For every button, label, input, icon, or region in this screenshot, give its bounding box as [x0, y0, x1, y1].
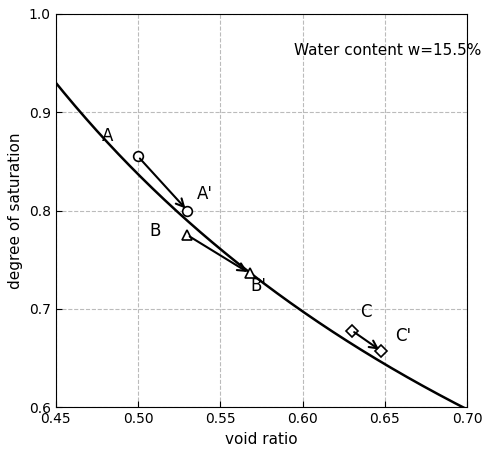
Text: B: B: [150, 222, 161, 240]
Text: C': C': [394, 327, 411, 345]
Text: C: C: [360, 303, 372, 321]
Text: B': B': [250, 277, 266, 295]
Text: A: A: [102, 126, 114, 145]
Text: A': A': [197, 185, 213, 202]
Text: Water content w=15.5%: Water content w=15.5%: [294, 43, 482, 58]
X-axis label: void ratio: void ratio: [225, 432, 298, 447]
Y-axis label: degree of saturation: degree of saturation: [8, 132, 24, 289]
